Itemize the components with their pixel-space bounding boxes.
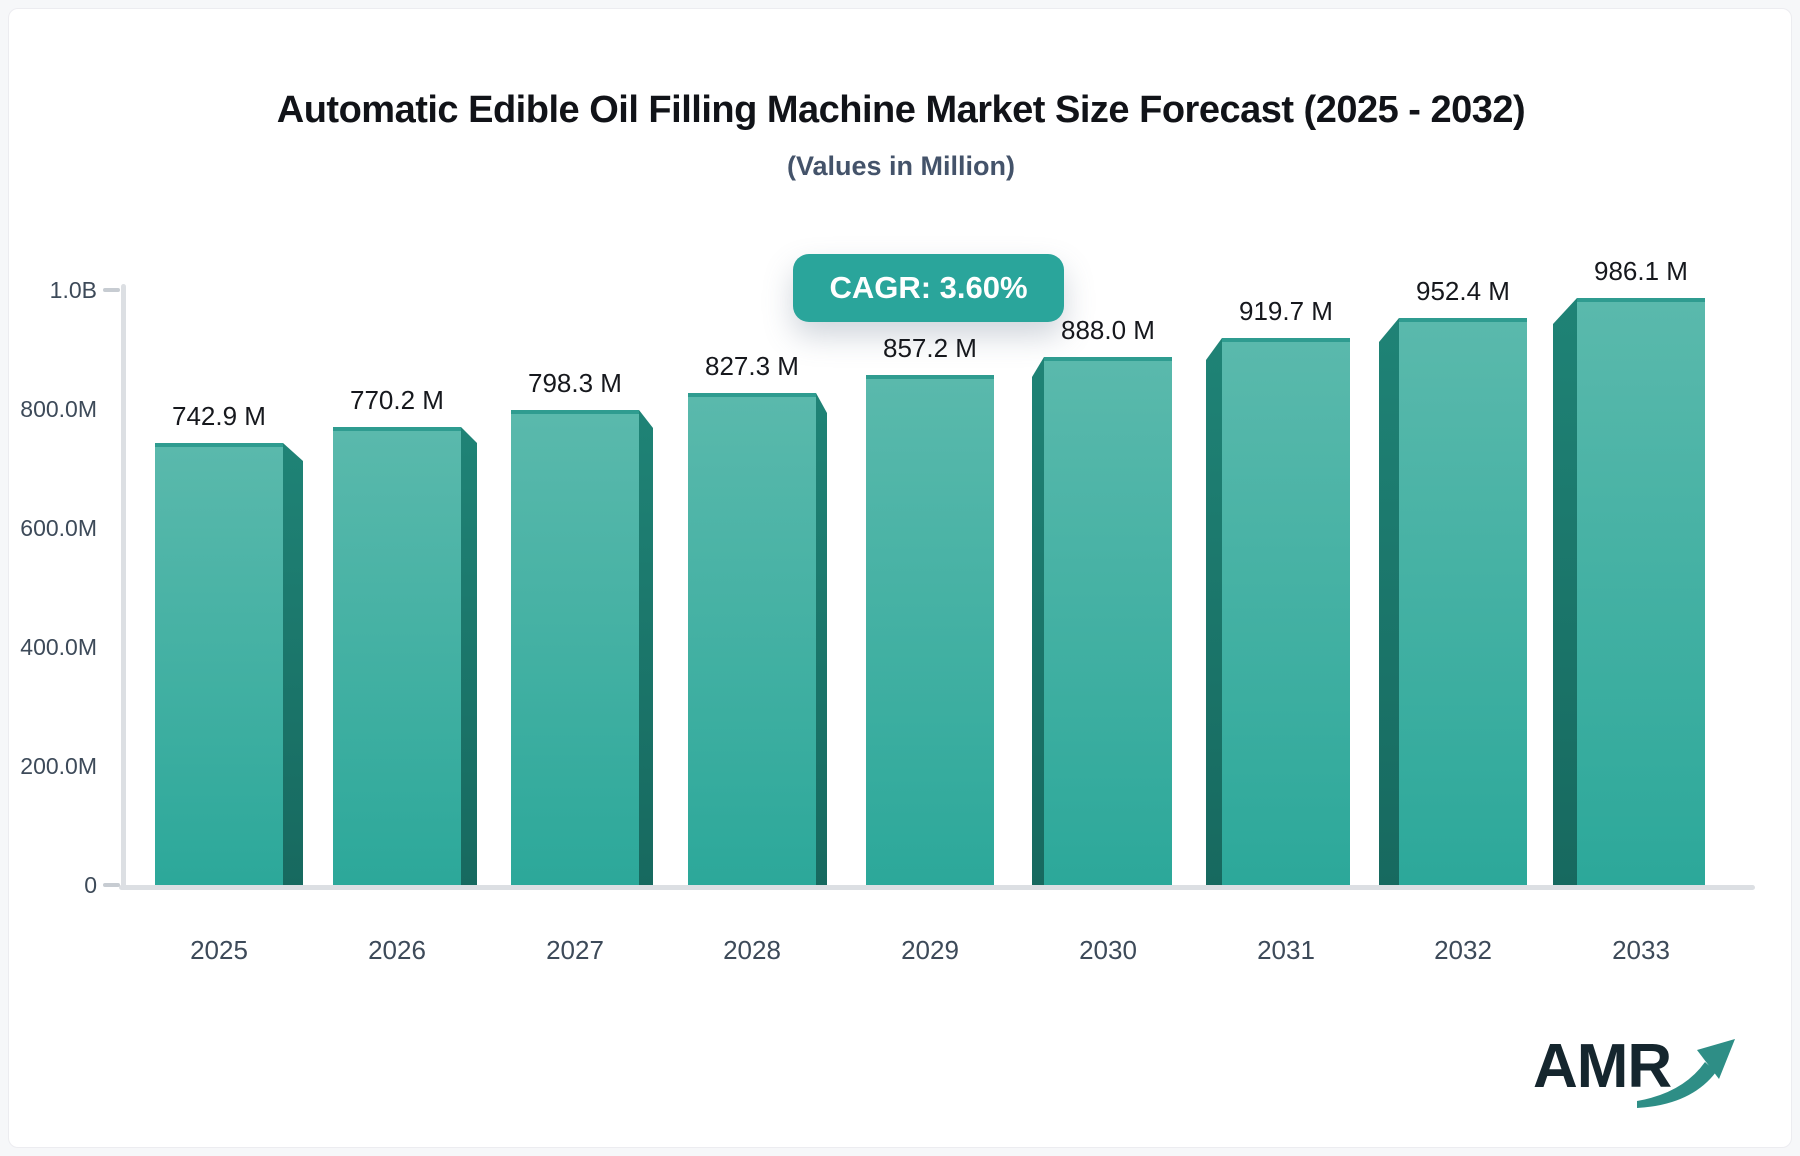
x-axis-label: 2029 xyxy=(901,935,959,965)
chart-subtitle: (Values in Million) xyxy=(786,151,1016,181)
bar-side-face xyxy=(461,427,477,885)
y-axis-tick-label: 800.0M xyxy=(20,396,97,422)
y-axis-line xyxy=(121,284,126,890)
bar xyxy=(155,443,283,885)
bar-value-label: 827.3 M xyxy=(705,351,799,381)
y-axis-tick-label: 600.0M xyxy=(20,515,97,541)
x-axis-label: 2031 xyxy=(1257,935,1315,965)
bar xyxy=(1577,298,1705,885)
x-axis-label: 2032 xyxy=(1434,935,1492,965)
growth-arrow-icon xyxy=(1637,1039,1735,1108)
bar-value-label: 986.1 M xyxy=(1594,256,1688,286)
x-axis-label: 2025 xyxy=(190,935,248,965)
y-axis-tick-label: 0 xyxy=(84,872,97,898)
x-axis-label: 2028 xyxy=(723,935,781,965)
y-axis-tick-mark xyxy=(103,288,120,292)
y-axis-tick-label: 200.0M xyxy=(20,753,97,779)
amr-logo-text: AMR xyxy=(1533,1032,1672,1101)
bar-value-label: 888.0 M xyxy=(1061,315,1155,345)
bar-side-face xyxy=(1032,357,1044,885)
cagr-badge: CAGR: 3.60% xyxy=(793,254,1064,322)
bar-side-face xyxy=(639,410,653,885)
y-axis-tick-mark xyxy=(103,883,120,887)
bar-value-label: 742.9 M xyxy=(172,401,266,431)
bar-value-label: 798.3 M xyxy=(528,368,622,398)
y-axis-tick-label: 400.0M xyxy=(20,634,97,660)
chart-title: Automatic Edible Oil Filling Machine Mar… xyxy=(276,89,1526,131)
bar-value-label: 952.4 M xyxy=(1416,276,1510,306)
bar-side-face xyxy=(1553,298,1577,885)
bar xyxy=(688,393,816,885)
chart-card: Automatic Edible Oil Filling Machine Mar… xyxy=(8,8,1792,1148)
bar-side-face xyxy=(816,393,827,885)
bar-side-face xyxy=(1379,318,1399,885)
bar-side-face xyxy=(1206,338,1222,885)
chart-stage: Automatic Edible Oil Filling Machine Mar… xyxy=(9,9,1791,1147)
x-axis-label: 2027 xyxy=(546,935,604,965)
bar-value-label: 857.2 M xyxy=(883,333,977,363)
bar xyxy=(1044,357,1172,885)
bar xyxy=(1399,318,1527,885)
y-axis-tick-label: 1.0B xyxy=(49,277,97,303)
bar xyxy=(511,410,639,885)
x-axis-label: 2026 xyxy=(368,935,426,965)
x-axis-label: 2033 xyxy=(1612,935,1670,965)
bar xyxy=(866,375,994,885)
bar-side-face xyxy=(283,443,303,885)
bar xyxy=(1222,338,1350,885)
x-axis-line xyxy=(119,885,1755,890)
amr-logo: AMR xyxy=(1533,1031,1773,1111)
bar-value-label: 770.2 M xyxy=(350,385,444,415)
bar-value-label: 919.7 M xyxy=(1239,296,1333,326)
x-axis-label: 2030 xyxy=(1079,935,1137,965)
bar xyxy=(333,427,461,885)
